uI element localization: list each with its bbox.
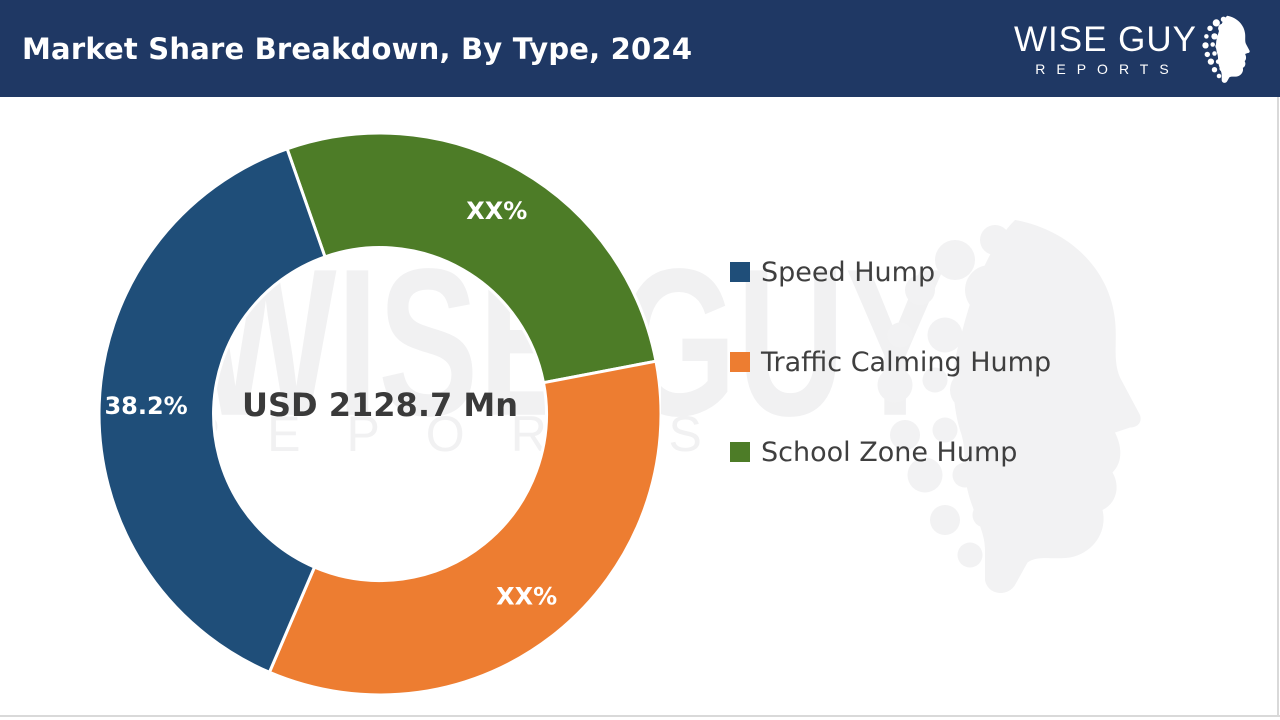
- legend-swatch-school-zone-hump: [730, 442, 750, 462]
- legend-label-speed-hump: Speed Hump: [761, 256, 936, 288]
- legend-item-traffic-calming-hump: Traffic Calming Hump: [730, 346, 1052, 378]
- wise-guy-logo: WISE GUY REPORTS: [1014, 13, 1256, 85]
- page-title: Market Share Breakdown, By Type, 2024: [22, 31, 693, 66]
- bottom-border: [0, 715, 1280, 717]
- chart-area: WISE GUY REPORTS XX% XX% 38.2% USD 2128.7 …: [0, 97, 1280, 720]
- legend-label-school-zone-hump: School Zone Hump: [761, 436, 1018, 468]
- logo-face-icon: [1202, 15, 1250, 83]
- donut-segment-traffic-calming-hump: [267, 359, 661, 695]
- segment-value-label-speed-hump: 38.2%: [104, 392, 187, 420]
- legend-item-school-zone-hump: School Zone Hump: [730, 436, 1051, 468]
- donut-center-value: USD 2128.7 Mn: [242, 386, 518, 424]
- header: Market Share Breakdown, By Type, 2024 WI…: [0, 0, 1280, 97]
- logo-wiseguy-text: WISE GUY: [1013, 19, 1197, 59]
- segment-value-label-school-zone-hump: XX%: [466, 197, 527, 225]
- legend-swatch-traffic-calming-hump: [730, 352, 750, 372]
- logo-text: WISE GUY REPORTS: [1014, 22, 1197, 76]
- right-border: [1277, 97, 1279, 716]
- donut-segment-school-zone-hump: [285, 133, 658, 385]
- segment-value-label-traffic-calming-hump: XX%: [496, 582, 557, 610]
- logo-reports-text: REPORTS: [1035, 60, 1180, 77]
- chart-legend: Speed Hump Traffic Calming Hump School Zon…: [730, 256, 1052, 468]
- legend-item-speed-hump: Speed Hump: [730, 256, 1051, 288]
- legend-label-traffic-calming-hump: Traffic Calming Hump: [761, 346, 1052, 378]
- donut-chart: XX% XX% 38.2% USD 2128.7 Mn: [99, 133, 661, 695]
- legend-swatch-speed-hump: [730, 262, 750, 282]
- donut-segment-speed-hump: [99, 146, 327, 675]
